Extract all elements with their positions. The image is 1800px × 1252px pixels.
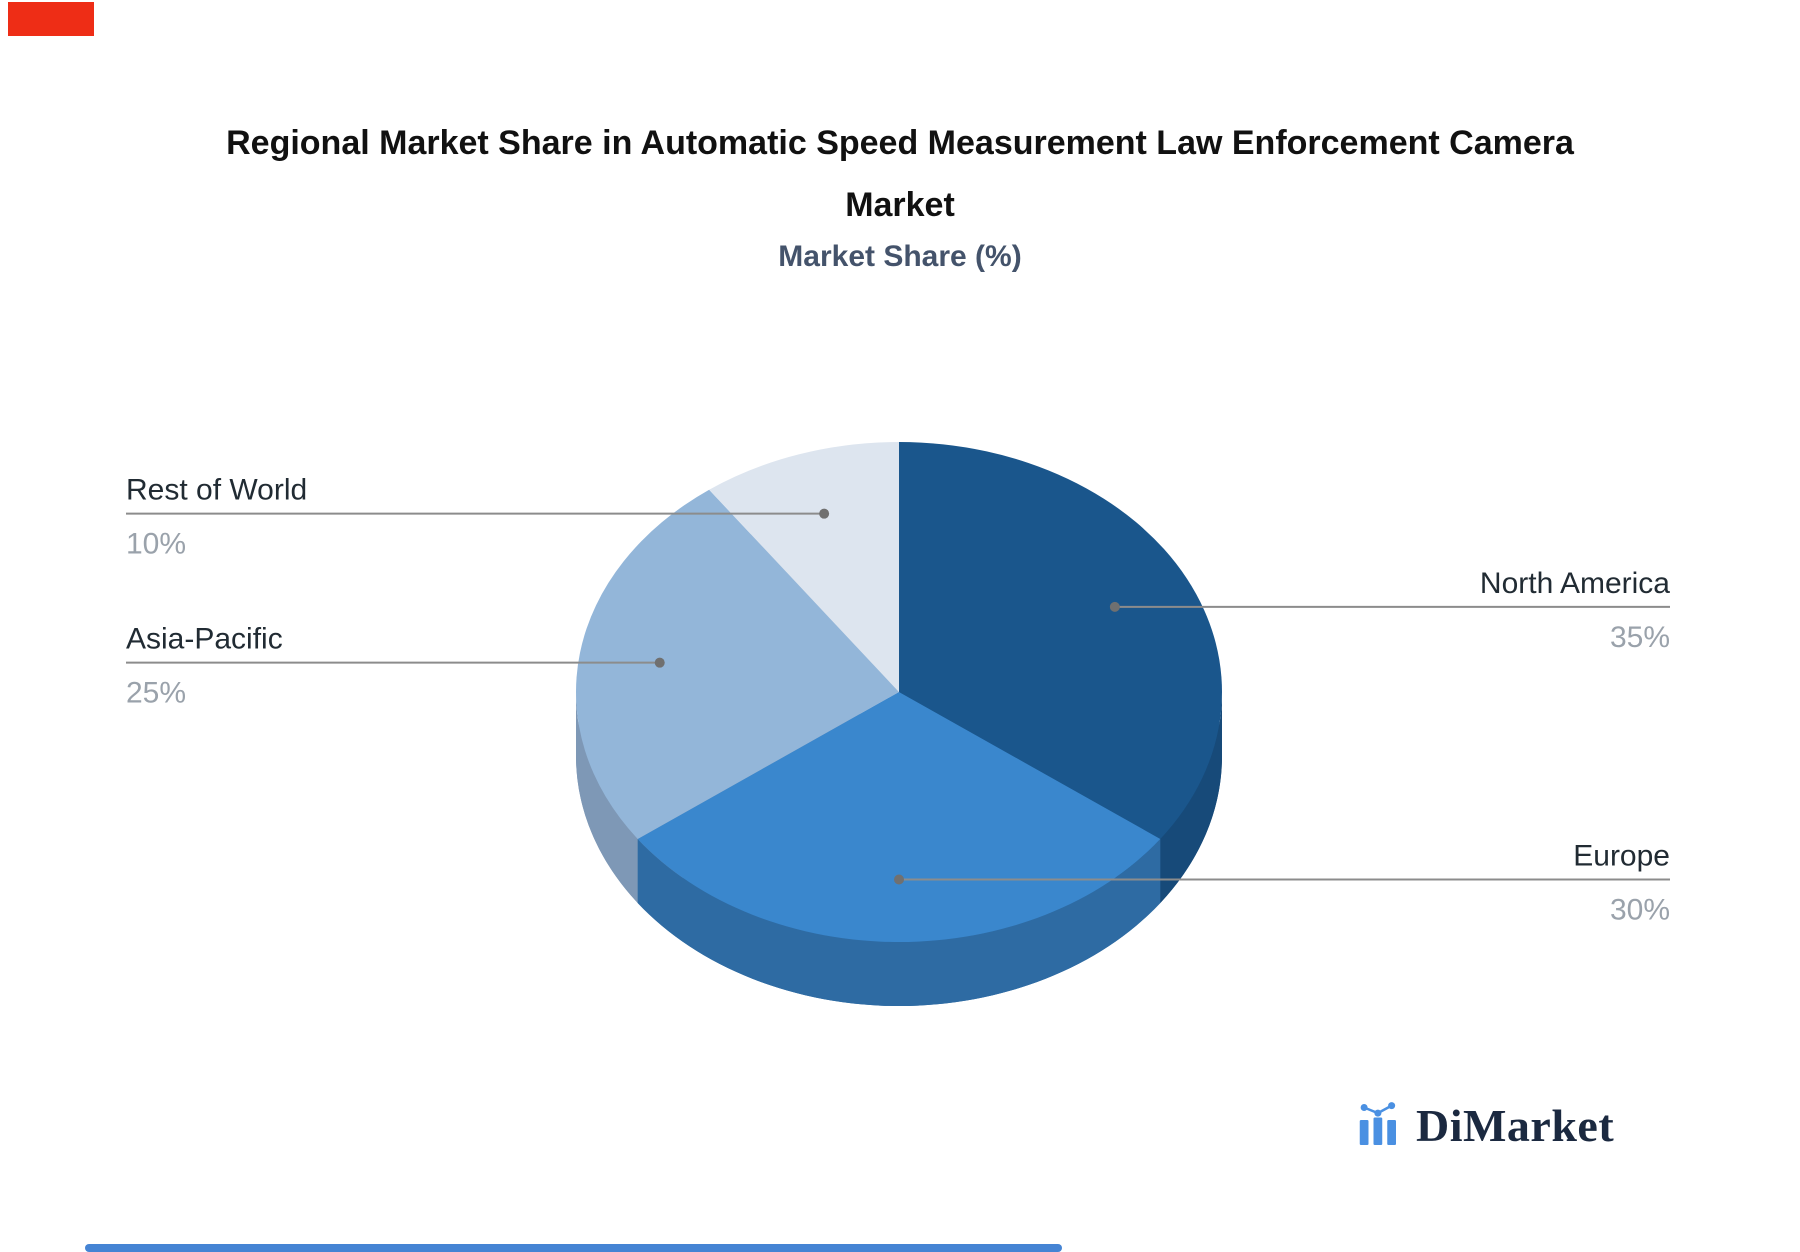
- pie-slice-wall-north-america: [1160, 692, 1222, 903]
- slice-label-percent-rest-of-world: 10%: [126, 528, 186, 561]
- slice-label-name-europe: Europe: [1573, 840, 1670, 873]
- chart-subtitle: Market Share (%): [778, 240, 1022, 273]
- leader-dot-rest-of-world: [819, 508, 830, 519]
- slice-label-name-north-america: North America: [1480, 567, 1670, 600]
- bar-line-chart-icon: [1359, 1102, 1396, 1145]
- pie-slice-wall-europe: [637, 838, 1161, 1007]
- chart-title-line1: Regional Market Share in Automatic Speed…: [226, 124, 1574, 162]
- leader-dot-north-america: [1109, 601, 1120, 612]
- pie-slice-wall-asia-pacific: [576, 692, 638, 903]
- logo-text: DiMarket: [1416, 1100, 1615, 1151]
- slice-label-name-asia-pacific: Asia-Pacific: [126, 623, 283, 656]
- pie-slice-rest-of-world[interactable]: [709, 442, 899, 692]
- slice-label-percent-north-america: 35%: [1610, 621, 1670, 654]
- scrollbar-thumb[interactable]: [85, 1244, 1062, 1252]
- chart-title-line2: Market: [845, 186, 955, 224]
- pie-slice-asia-pacific[interactable]: [576, 489, 899, 839]
- slice-label-percent-asia-pacific: 25%: [126, 677, 186, 710]
- slice-label-percent-europe: 30%: [1610, 894, 1670, 927]
- leader-dot-europe: [894, 874, 904, 885]
- chart-title: Regional Market Share in Automatic Speed…: [0, 112, 1800, 236]
- slice-label-name-rest-of-world: Rest of World: [126, 474, 307, 507]
- dimarket-logo: DiMarket: [1356, 1100, 1614, 1150]
- top-left-red-block: [8, 2, 94, 36]
- pie-slice-north-america[interactable]: [899, 442, 1222, 839]
- leader-dot-asia-pacific: [654, 657, 665, 668]
